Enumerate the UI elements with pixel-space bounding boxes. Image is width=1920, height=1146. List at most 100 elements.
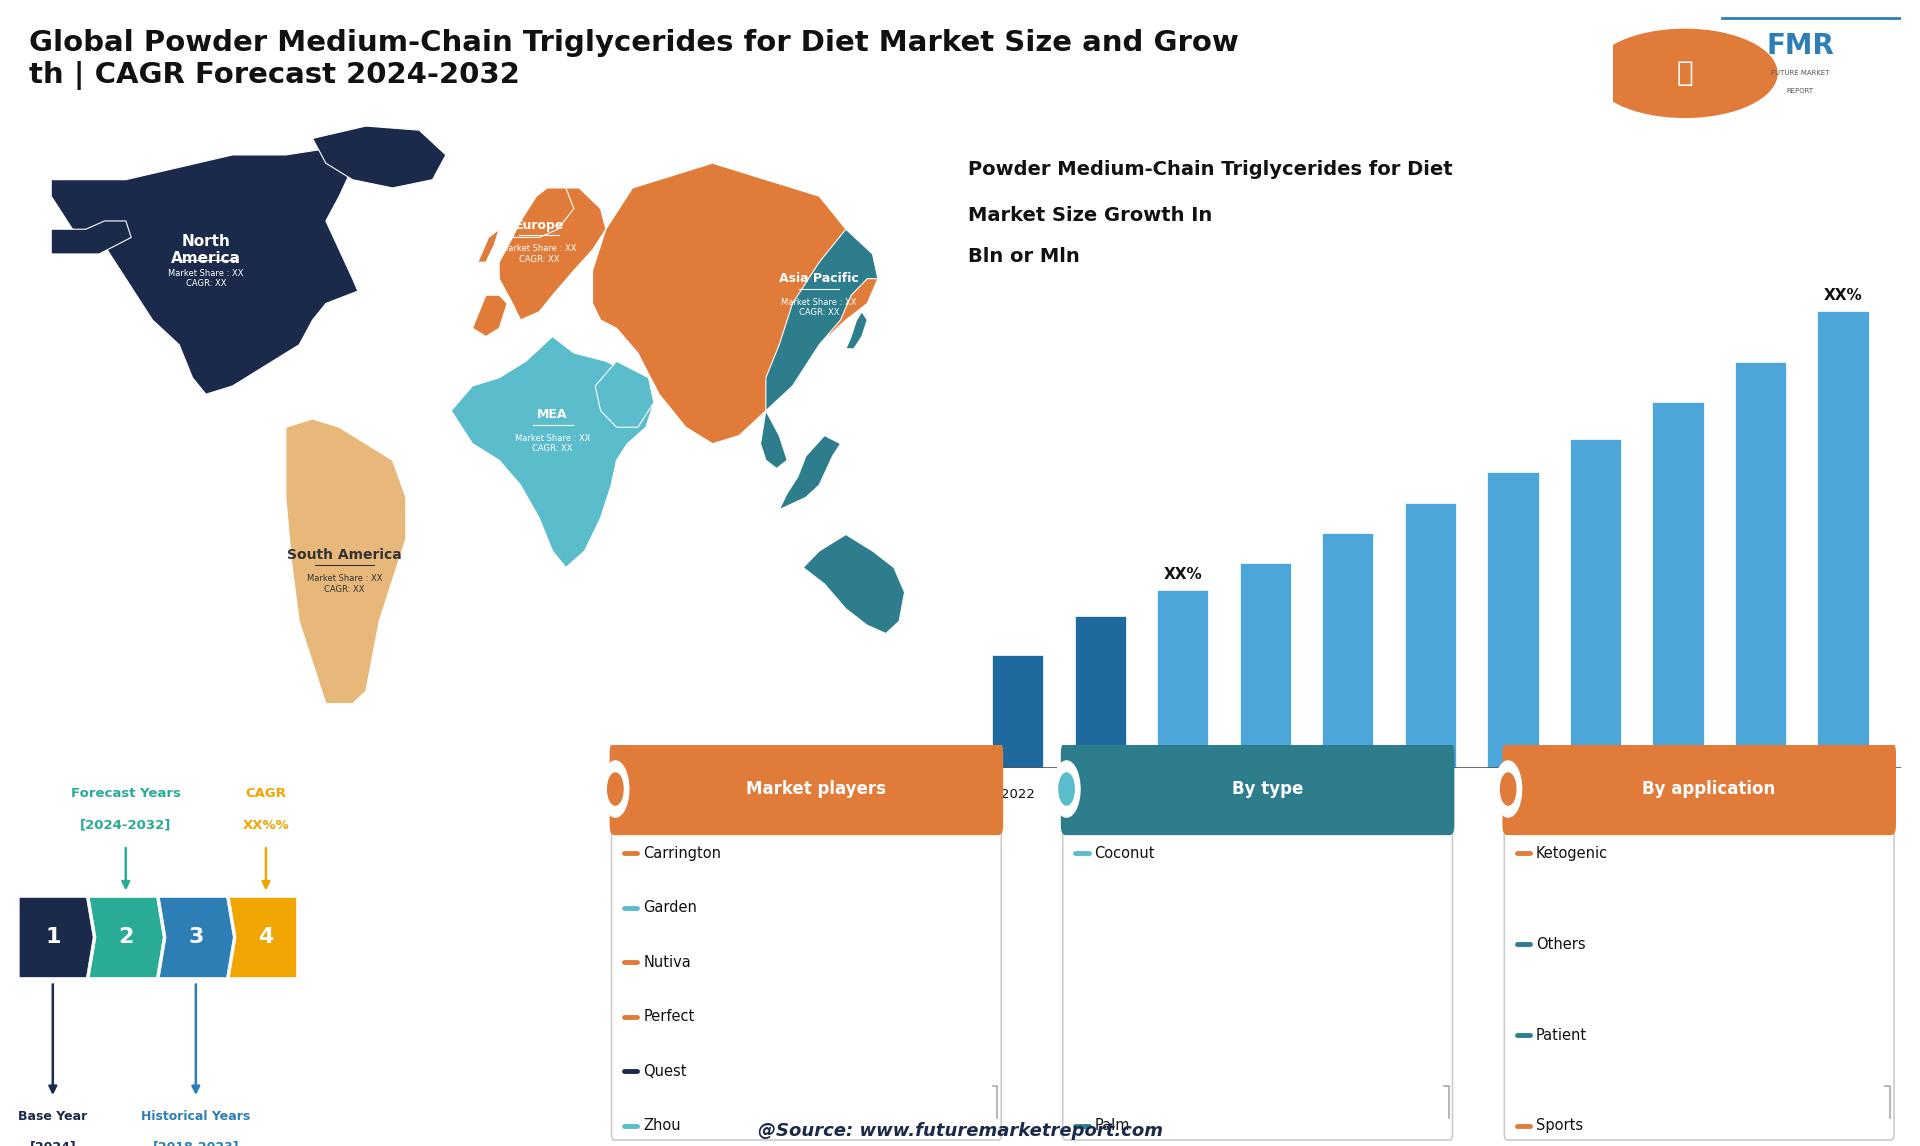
Text: [2018-2023]: [2018-2023] <box>152 1140 240 1146</box>
Text: Bln or Mln: Bln or Mln <box>968 248 1081 266</box>
Text: 2024: 2024 <box>1165 788 1200 801</box>
Text: /: / <box>960 779 972 799</box>
Text: 4: 4 <box>257 927 275 948</box>
Polygon shape <box>847 312 868 348</box>
Polygon shape <box>19 897 92 978</box>
Text: Market Share : XX
CAGR: XX: Market Share : XX CAGR: XX <box>169 269 244 289</box>
Text: Zhou: Zhou <box>643 1118 682 1133</box>
Text: 3: 3 <box>188 927 204 948</box>
Text: Palm: Palm <box>1094 1118 1129 1133</box>
Circle shape <box>607 774 622 804</box>
Polygon shape <box>513 188 574 237</box>
Text: 2027: 2027 <box>1413 788 1448 801</box>
FancyBboxPatch shape <box>1060 743 1455 835</box>
Text: Global Powder Medium-Chain Triglycerides for Diet Market Size and Grow
th | CAGR: Global Powder Medium-Chain Triglycerides… <box>29 29 1238 91</box>
Text: 2: 2 <box>117 927 134 948</box>
Polygon shape <box>780 435 841 510</box>
Text: By type: By type <box>1231 780 1304 798</box>
Text: MEA: MEA <box>538 408 568 422</box>
Text: Sports: Sports <box>1536 1118 1584 1133</box>
Text: 1: 1 <box>44 927 61 948</box>
Text: Base Year: Base Year <box>17 1109 88 1123</box>
Polygon shape <box>52 147 357 394</box>
FancyBboxPatch shape <box>1505 823 1893 1140</box>
Text: North
America: North America <box>171 234 240 266</box>
Bar <box>1405 503 1455 768</box>
Bar <box>1075 615 1125 768</box>
Text: XX%: XX% <box>1164 567 1202 582</box>
Polygon shape <box>228 897 296 978</box>
Polygon shape <box>52 221 131 254</box>
Text: Perfect: Perfect <box>643 1010 695 1025</box>
Polygon shape <box>803 534 904 634</box>
Circle shape <box>1494 761 1521 817</box>
Text: Historical Years: Historical Years <box>142 1109 250 1123</box>
Text: Asia Pacific: Asia Pacific <box>780 273 858 285</box>
Circle shape <box>1058 774 1075 804</box>
FancyBboxPatch shape <box>1064 823 1452 1140</box>
FancyBboxPatch shape <box>611 823 1002 1140</box>
Text: 2029: 2029 <box>1578 788 1613 801</box>
Text: Powder Medium-Chain Triglycerides for Diet: Powder Medium-Chain Triglycerides for Di… <box>968 160 1453 180</box>
Polygon shape <box>478 229 499 262</box>
Text: Market Share : XX
CAGR: XX: Market Share : XX CAGR: XX <box>781 298 856 317</box>
Text: Market Share : XX
CAGR: XX: Market Share : XX CAGR: XX <box>515 434 589 454</box>
Polygon shape <box>472 296 507 337</box>
Text: Market Share : XX
CAGR: XX: Market Share : XX CAGR: XX <box>307 574 382 594</box>
Polygon shape <box>593 163 877 444</box>
Text: 2026: 2026 <box>1331 788 1365 801</box>
Text: FMR: FMR <box>1766 32 1834 60</box>
Polygon shape <box>595 361 655 427</box>
Text: 👤: 👤 <box>1676 60 1693 87</box>
Text: [2024-2032]: [2024-2032] <box>81 818 171 832</box>
Polygon shape <box>88 897 163 978</box>
Text: Quest: Quest <box>643 1063 687 1078</box>
Text: Nutiva: Nutiva <box>643 955 691 970</box>
Bar <box>1158 590 1208 768</box>
Circle shape <box>601 761 628 817</box>
Text: [2024]: [2024] <box>29 1140 77 1146</box>
Text: By application: By application <box>1642 780 1776 798</box>
Text: CAGR: CAGR <box>246 786 286 800</box>
Circle shape <box>1500 774 1517 804</box>
Text: 2031: 2031 <box>1743 788 1778 801</box>
Bar <box>993 656 1043 768</box>
Bar <box>1653 402 1703 768</box>
Text: @Source: www.futuremarketreport.com: @Source: www.futuremarketreport.com <box>758 1122 1162 1140</box>
Polygon shape <box>499 188 607 320</box>
Circle shape <box>1592 30 1778 117</box>
Text: XX%: XX% <box>1824 288 1862 304</box>
Bar <box>1818 311 1868 768</box>
Polygon shape <box>766 229 877 410</box>
Text: 2028: 2028 <box>1496 788 1530 801</box>
Text: 2022: 2022 <box>1000 788 1035 801</box>
Text: XX%%: XX%% <box>242 818 290 832</box>
Text: Garden: Garden <box>643 901 697 916</box>
Text: Europe: Europe <box>515 219 564 231</box>
Text: Others: Others <box>1536 936 1586 951</box>
Text: South America: South America <box>288 548 401 563</box>
Text: 2025: 2025 <box>1248 788 1283 801</box>
Bar <box>1323 533 1373 768</box>
Bar <box>1736 362 1786 768</box>
Polygon shape <box>760 410 787 469</box>
Text: Coconut: Coconut <box>1094 846 1156 861</box>
Text: Market players: Market players <box>747 780 885 798</box>
Text: Market Size Growth In: Market Size Growth In <box>968 206 1213 225</box>
Text: Market Share : XX
CAGR: XX: Market Share : XX CAGR: XX <box>501 244 576 264</box>
Bar <box>1240 563 1290 768</box>
Text: REPORT: REPORT <box>1786 88 1814 94</box>
Polygon shape <box>159 897 234 978</box>
Text: Ketogenic: Ketogenic <box>1536 846 1609 861</box>
Text: FUTURE MARKET: FUTURE MARKET <box>1770 70 1830 77</box>
Bar <box>1488 472 1538 768</box>
Text: Forecast Years: Forecast Years <box>71 786 180 800</box>
Text: Patient: Patient <box>1536 1028 1588 1043</box>
Text: 2023: 2023 <box>1083 788 1117 801</box>
Text: Carrington: Carrington <box>643 846 722 861</box>
Bar <box>1571 439 1620 768</box>
FancyBboxPatch shape <box>1501 743 1895 835</box>
Text: 2030: 2030 <box>1661 788 1695 801</box>
Text: 2032: 2032 <box>1826 788 1860 801</box>
Polygon shape <box>313 126 445 188</box>
